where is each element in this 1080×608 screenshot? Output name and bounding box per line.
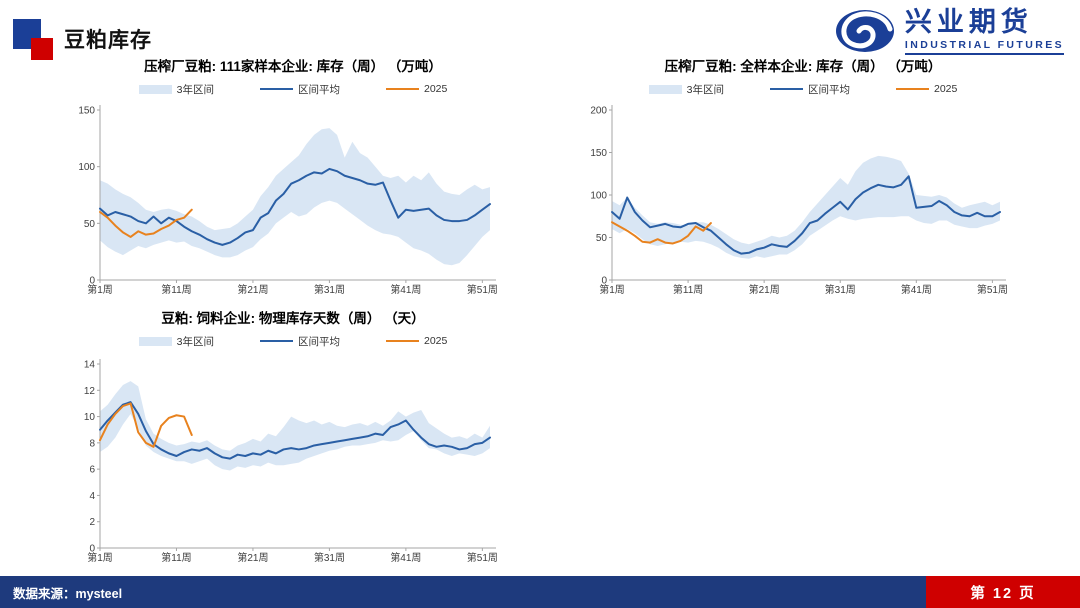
legend-band-swatch xyxy=(648,84,682,94)
svg-text:12: 12 xyxy=(84,386,96,397)
legend-band-swatch xyxy=(138,336,172,346)
legend-avg-swatch xyxy=(259,339,293,343)
svg-text:14: 14 xyxy=(84,360,96,371)
svg-text:150: 150 xyxy=(78,106,95,117)
legend-label-average: 区间平均 xyxy=(297,83,340,96)
svg-text:第31周: 第31周 xyxy=(314,551,345,564)
svg-text:50: 50 xyxy=(596,233,608,244)
legend-band-swatch xyxy=(138,84,172,94)
svg-text:第11周: 第11周 xyxy=(673,283,703,296)
line-chart-plot: 0 50 100 150 200 第1周 第11周 第21周 第31周 第41周 第51周 xyxy=(590,105,1008,296)
brand-text: 兴业期货 INDUSTRIAL FUTURES xyxy=(904,7,1064,55)
svg-text:第31周: 第31周 xyxy=(314,283,345,296)
svg-text:第11周: 第11周 xyxy=(161,283,191,296)
legend-label-average: 区间平均 xyxy=(807,83,850,96)
brand-name-cn: 兴业期货 xyxy=(904,7,1033,38)
brand-name-en: INDUSTRIAL FUTURES xyxy=(904,39,1064,55)
svg-text:2: 2 xyxy=(89,517,95,528)
legend-label-range: 3年区间 xyxy=(686,83,724,96)
legend-item-2025: 2025 xyxy=(385,83,448,95)
legend-item-average: 区间平均 xyxy=(769,82,850,97)
footer-bar: 数据来源：mysteel 第 12 页 xyxy=(0,576,1080,608)
svg-text:100: 100 xyxy=(590,191,607,202)
svg-text:200: 200 xyxy=(590,106,607,117)
legend-label-2025: 2025 xyxy=(423,83,448,95)
legend-item-average: 区间平均 xyxy=(259,82,340,97)
legend-item-average: 区间平均 xyxy=(259,334,340,349)
svg-text:第31周: 第31周 xyxy=(825,283,856,296)
svg-text:6: 6 xyxy=(89,465,95,476)
svg-text:第21周: 第21周 xyxy=(237,283,268,296)
deco-squares-logo xyxy=(13,19,59,61)
svg-text:50: 50 xyxy=(84,219,96,230)
svg-text:第21周: 第21周 xyxy=(749,283,780,296)
legend-avg-swatch xyxy=(259,87,293,91)
chart-title: 压榨厂豆粕: 全样本企业: 库存（周） （万吨） xyxy=(664,59,942,74)
legend-2025-swatch xyxy=(385,339,419,343)
svg-text:第1周: 第1周 xyxy=(599,283,625,296)
legend-label-average: 区间平均 xyxy=(297,335,340,348)
svg-text:第11周: 第11周 xyxy=(161,551,191,564)
page-title: 豆粕库存 xyxy=(64,29,152,52)
legend-label-2025: 2025 xyxy=(423,335,448,347)
legend-item-range: 3年区间 xyxy=(138,82,214,97)
svg-text:0: 0 xyxy=(89,544,95,555)
brand-swirl-icon xyxy=(835,10,894,53)
svg-text:第51周: 第51周 xyxy=(977,283,1008,296)
chart-feed-days-section: 豆粕: 饲料企业: 物理库存天数（周） （天） 3年区间 区间平均 2025 0… xyxy=(78,308,508,568)
legend-label-range: 3年区间 xyxy=(176,335,214,348)
svg-text:100: 100 xyxy=(78,162,95,173)
svg-text:10: 10 xyxy=(84,412,96,423)
svg-text:第41周: 第41周 xyxy=(901,283,932,296)
svg-text:0: 0 xyxy=(89,276,95,287)
legend-2025-swatch xyxy=(385,87,419,91)
legend-label-range: 3年区间 xyxy=(176,83,214,96)
brand-logo: 兴业期货 INDUSTRIAL FUTURES xyxy=(834,8,1064,55)
chart-legend: 3年区间 区间平均 2025 xyxy=(648,78,958,100)
svg-text:150: 150 xyxy=(590,148,607,159)
line-chart-plot: 0 2 4 6 8 10 12 14 第1周 第11周 第21周 第31周 第41周 第51周 xyxy=(84,359,498,564)
svg-text:第21周: 第21周 xyxy=(237,551,268,564)
line-chart-plot: 0 50 100 150 第1周 第11周 第21周 第31周 第41周 第51周 xyxy=(78,105,498,296)
chart-title: 压榨厂豆粕: 111家样本企业: 库存（周） （万吨） xyxy=(144,59,442,74)
svg-text:第1周: 第1周 xyxy=(87,283,113,296)
svg-text:第41周: 第41周 xyxy=(390,283,421,296)
legend-item-2025: 2025 xyxy=(895,83,958,95)
legend-item-range: 3年区间 xyxy=(648,82,724,97)
chart-legend: 3年区间 区间平均 2025 xyxy=(138,78,448,100)
svg-text:第1周: 第1周 xyxy=(87,551,113,564)
data-source-label: 数据来源：mysteel xyxy=(13,586,123,601)
legend-item-2025: 2025 xyxy=(385,335,448,347)
svg-text:4: 4 xyxy=(89,491,95,502)
legend-avg-swatch xyxy=(769,87,803,91)
page-number-badge: 第 12 页 xyxy=(926,576,1080,608)
red-square-icon xyxy=(31,38,53,60)
legend-item-range: 3年区间 xyxy=(138,334,214,349)
chart-crush-all-section: 压榨厂豆粕: 全样本企业: 库存（周） （万吨） 3年区间 区间平均 2025 … xyxy=(588,56,1018,296)
svg-text:第41周: 第41周 xyxy=(390,551,421,564)
chart-crush-111-section: 压榨厂豆粕: 111家样本企业: 库存（周） （万吨） 3年区间 区间平均 20… xyxy=(78,56,508,296)
legend-label-2025: 2025 xyxy=(933,83,958,95)
svg-text:第51周: 第51周 xyxy=(467,283,498,296)
svg-text:第51周: 第51周 xyxy=(467,551,498,564)
legend-2025-swatch xyxy=(895,87,929,91)
svg-text:0: 0 xyxy=(601,276,607,287)
chart-legend: 3年区间 区间平均 2025 xyxy=(138,330,448,352)
chart-title: 豆粕: 饲料企业: 物理库存天数（周） （天） xyxy=(161,311,425,326)
svg-text:8: 8 xyxy=(89,438,95,449)
